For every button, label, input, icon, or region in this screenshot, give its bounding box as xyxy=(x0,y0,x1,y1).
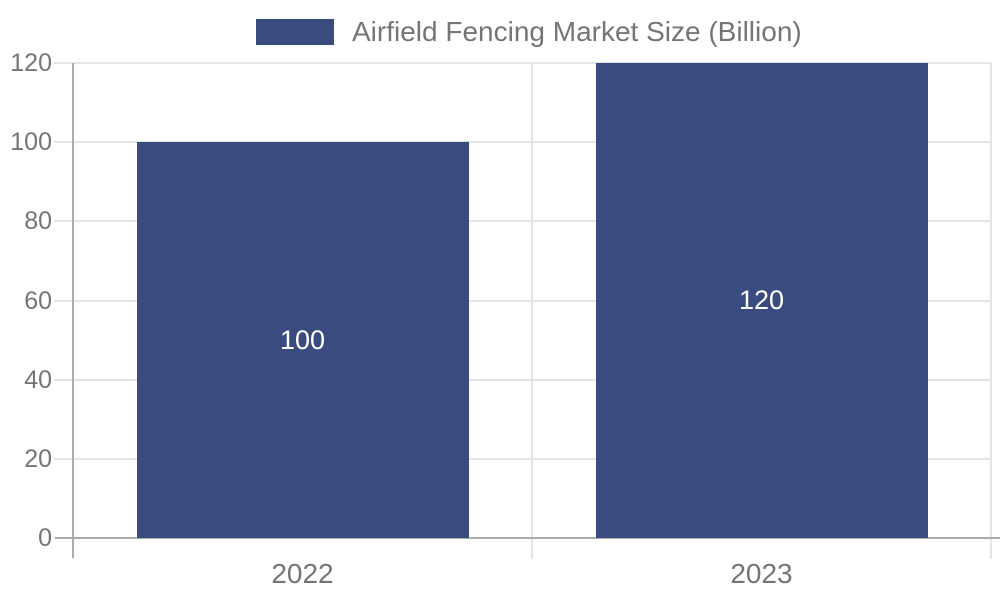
y-tick-mark xyxy=(54,299,72,302)
y-tick-mark xyxy=(54,220,72,223)
bar-value-label: 120 xyxy=(738,285,785,315)
y-tick-mark xyxy=(54,378,72,381)
category-boundary-gridline xyxy=(531,63,533,559)
y-axis-line xyxy=(72,63,74,558)
y-tick-label: 60 xyxy=(24,286,52,315)
y-tick-mark xyxy=(54,62,72,64)
bar-value-label: 100 xyxy=(279,324,326,355)
y-tick-label: 40 xyxy=(24,365,52,394)
bar-2022[interactable]: 100 xyxy=(136,142,469,538)
legend-label: Airfield Fencing Market Size (Billion) xyxy=(352,16,802,47)
y-tick-label: 120 xyxy=(10,49,52,77)
y-tick-label: 80 xyxy=(24,207,52,236)
y-tick-label: 20 xyxy=(24,444,52,473)
category-boundary-gridline xyxy=(990,63,992,559)
x-tick-label: 2022 xyxy=(271,558,334,589)
y-tick-mark xyxy=(54,457,72,460)
y-tick-label: 100 xyxy=(10,128,52,157)
x-axis-line xyxy=(55,537,1000,539)
y-tick-label: 0 xyxy=(38,524,52,552)
legend-swatch xyxy=(256,19,334,45)
x-tick-label: 2023 xyxy=(730,558,793,589)
bar-2023[interactable]: 120 xyxy=(595,63,928,538)
y-tick-mark xyxy=(54,141,72,144)
legend[interactable]: Airfield Fencing Market Size (Billion) xyxy=(256,16,802,48)
